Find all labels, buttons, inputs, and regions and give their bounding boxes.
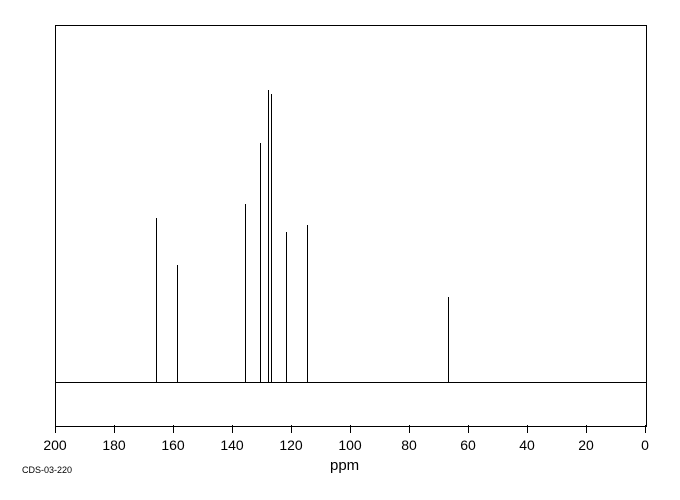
- spectrum-peak: [448, 297, 449, 382]
- spectrum-peak: [268, 90, 269, 382]
- x-tick-label: 200: [43, 437, 66, 453]
- x-tick: [291, 425, 292, 433]
- x-tick: [173, 425, 174, 433]
- x-tick: [114, 425, 115, 433]
- x-tick-label: 40: [519, 437, 535, 453]
- x-tick: [645, 425, 646, 433]
- x-tick: [55, 425, 56, 433]
- x-tick-label: 0: [641, 437, 649, 453]
- spectrum-peak: [177, 265, 178, 382]
- x-tick-label: 80: [401, 437, 417, 453]
- x-tick-label: 60: [460, 437, 476, 453]
- dataset-footnote: CDS-03-220: [22, 465, 72, 475]
- spectrum-peak: [156, 218, 157, 382]
- x-tick-label: 120: [279, 437, 302, 453]
- x-tick-label: 160: [161, 437, 184, 453]
- spectrum-peak: [245, 204, 246, 382]
- baseline: [56, 382, 646, 383]
- x-tick: [232, 425, 233, 433]
- spectrum-peak: [286, 232, 287, 382]
- plot-area: [55, 25, 647, 427]
- x-tick: [468, 425, 469, 433]
- spectrum-container: 200180160140120100806040200 ppm CDS-03-2…: [0, 0, 680, 500]
- x-axis-label: ppm: [330, 457, 359, 474]
- spectrum-peak: [271, 94, 272, 382]
- spectrum-peak: [307, 225, 308, 382]
- x-tick-label: 140: [220, 437, 243, 453]
- x-tick-label: 100: [338, 437, 361, 453]
- spectrum-peak: [260, 143, 261, 382]
- x-tick: [350, 425, 351, 433]
- x-tick: [527, 425, 528, 433]
- x-tick: [586, 425, 587, 433]
- x-tick-label: 20: [578, 437, 594, 453]
- x-tick: [409, 425, 410, 433]
- x-tick-label: 180: [102, 437, 125, 453]
